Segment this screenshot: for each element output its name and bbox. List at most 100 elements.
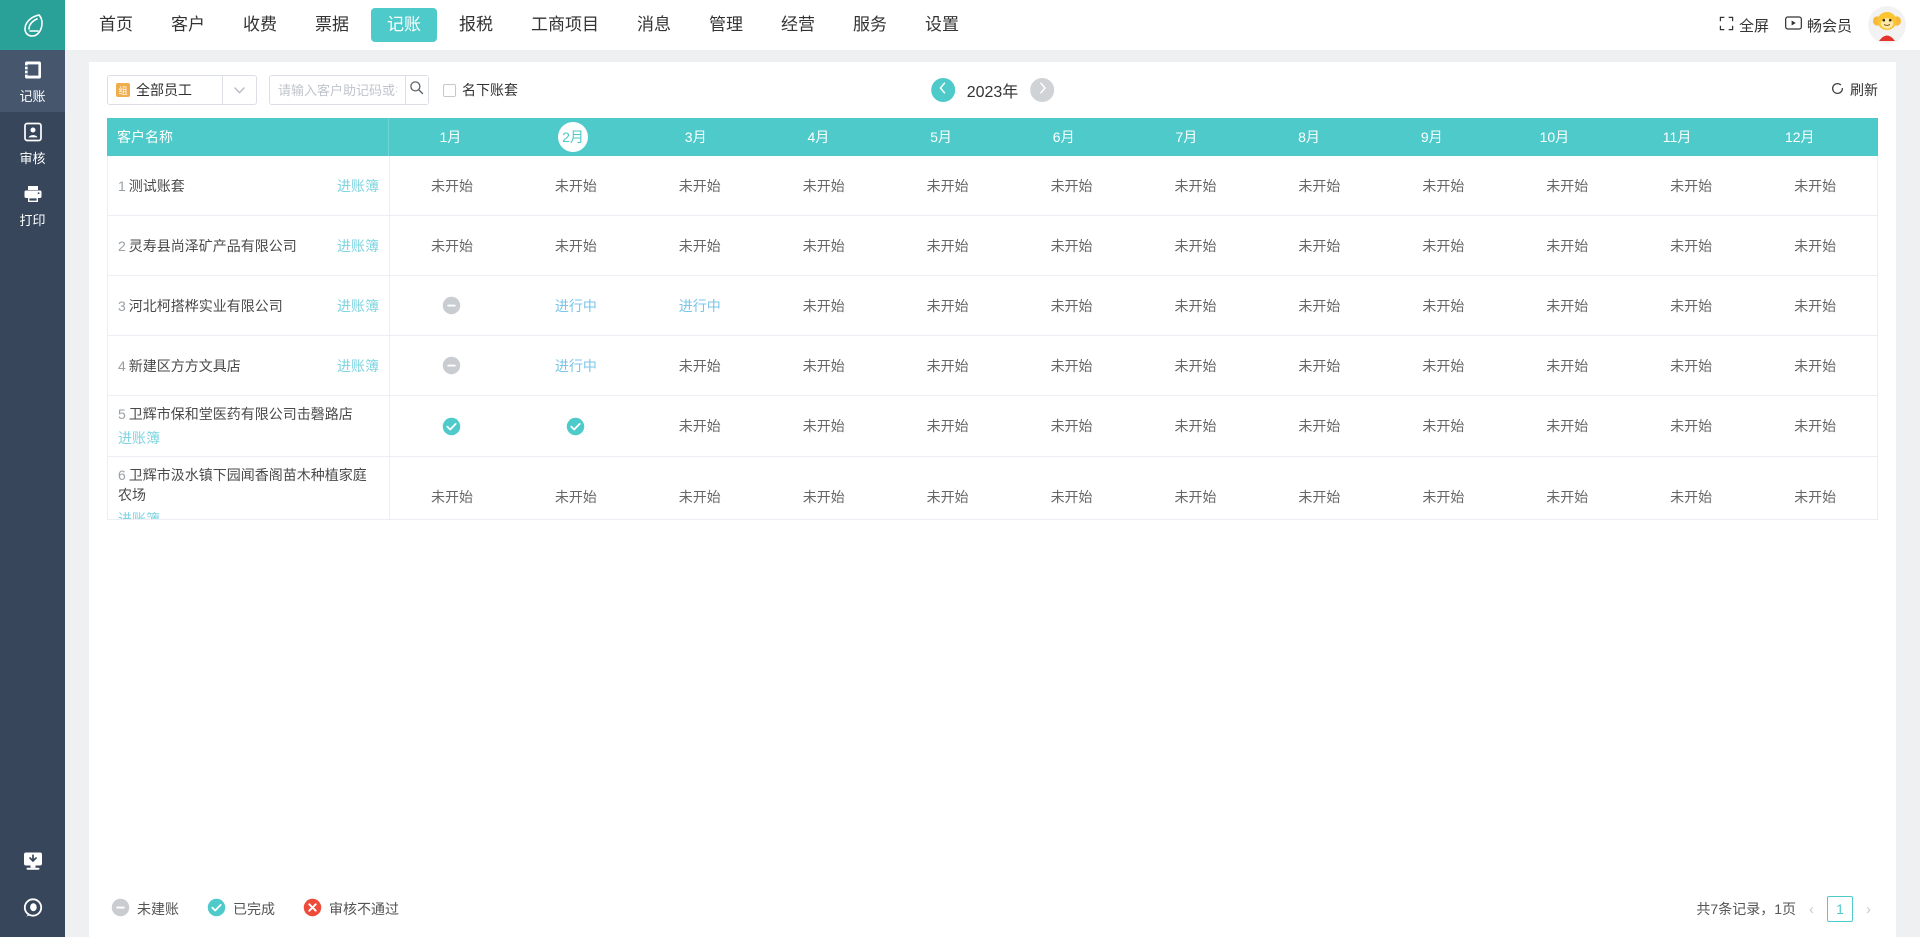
customer-name-label: 5 卫辉市保和堂医药有限公司击磬路店 [118,406,353,422]
nav-item-invoices[interactable]: 票据 [315,15,349,34]
main-navigation: 首页 客户 收费 票据 记账 报税 工商项目 消息 管理 经营 服务 设置 [65,0,975,50]
checkbox-box [443,83,456,97]
nav-item-business-projects[interactable]: 工商项目 [531,15,599,34]
chevron-down-icon[interactable] [222,76,256,104]
cell-month-4-status: 未开始 [802,418,845,434]
column-header-month-8[interactable]: 8月 [1298,129,1320,145]
enter-ledger-link[interactable]: 进账簿 [337,237,379,254]
nav-item-management[interactable]: 管理 [709,15,743,34]
avatar[interactable] [1868,6,1906,44]
table-row: 1 测试账套 进账簿 未开始 未开始 未开始 未开始 未开始 未开始 未开始 未开始 未开始 未开始 未开… [108,156,1877,216]
cell-month-2-status[interactable]: 进行中 [554,297,597,314]
fullscreen-button[interactable]: 全屏 [1719,15,1769,36]
column-header-month-3[interactable]: 3月 [684,129,707,145]
chevron-left-icon [938,81,947,99]
column-header-month-4[interactable]: 4月 [807,129,830,145]
pagination-prev[interactable]: ‹ [1809,900,1814,918]
row-index: 1 [118,177,126,194]
cell-month-11-status: 未开始 [1670,489,1713,505]
column-header-month-6[interactable]: 6月 [1052,129,1075,145]
body-row: 记账 审核 [0,50,1920,937]
nav-item-home[interactable]: 首页 [99,15,133,34]
cell-month-3-status: 未开始 [678,237,721,254]
nav-item-fees[interactable]: 收费 [243,15,277,34]
table-scroll-area[interactable]: 1 测试账套 进账簿 未开始 未开始 未开始 未开始 未开始 未开始 未开始 未开始 未开始 未开始 未开… [108,156,1877,519]
cell-month-5-status: 未开始 [926,418,969,434]
cell-month-6-status: 未开始 [1050,489,1093,505]
search-box [269,75,429,105]
row-index: 4 [118,357,126,374]
column-header-month-2[interactable]: 2月 [512,118,635,156]
nav-item-operations[interactable]: 经营 [781,15,815,34]
search-icon [409,80,424,100]
own-ledger-checkbox-label: 名下账套 [462,82,518,98]
enter-ledger-link[interactable]: 进账簿 [118,430,160,446]
cell-month-7-status: 未开始 [1174,357,1217,374]
download-monitor-icon[interactable] [21,849,45,878]
nav-item-messages[interactable]: 消息 [637,15,671,34]
column-header-month-10[interactable]: 10月 [1539,129,1570,145]
status-legend: 未建账 已完成 [111,898,399,920]
year-navigator: 2023年 [930,78,1055,102]
sidebar-item-review[interactable]: 审核 [0,112,65,174]
next-year-button[interactable] [1030,78,1055,102]
column-header-month-7[interactable]: 7月 [1175,129,1198,145]
cell-month-8-status: 未开始 [1298,357,1341,374]
cell-month-6-status: 未开始 [1050,297,1093,314]
pagination-page-1[interactable]: 1 [1827,896,1853,922]
cell-month-2-status[interactable] [514,396,638,456]
customer-name-label: 6 卫辉市汲水镇下园闻香阁苗木种植家庭农场 [118,467,367,503]
group-icon: 组 [116,83,130,97]
headset-support-icon[interactable] [21,896,45,925]
cell-customer-name: 3 河北柯搭桦实业有限公司 进账簿 [108,276,390,335]
cell-month-1-status[interactable] [390,336,514,395]
enter-ledger-link[interactable]: 进账簿 [118,511,160,519]
cell-month-3-status: 未开始 [678,489,721,505]
enter-ledger-link[interactable]: 进账簿 [337,177,379,194]
enter-ledger-link[interactable]: 进账簿 [337,357,379,374]
fullscreen-icon [1719,16,1734,35]
sidebar-item-print[interactable]: 打印 [0,174,65,236]
search-input[interactable] [270,76,405,104]
column-header-month-5[interactable]: 5月 [930,129,952,145]
cell-month-1-status: 未开始 [430,177,473,194]
app-logo[interactable] [0,0,65,50]
member-button[interactable]: 畅会员 [1785,15,1852,36]
nav-item-services[interactable]: 服务 [853,15,887,34]
top-right-actions: 全屏 畅会员 [1719,0,1920,50]
table-row: 3 河北柯搭桦实业有限公司 进账簿 进行中 进行中 未开始 未开始 未开始 未开始 未开始 未开始 未… [108,276,1877,336]
cell-month-1-status[interactable] [390,396,514,456]
customer-name-label: 1 测试账套 [118,177,185,194]
row-index: 3 [118,297,126,314]
nav-item-tax[interactable]: 报税 [459,15,493,34]
refresh-button[interactable]: 刷新 [1830,80,1878,100]
cell-month-10-status: 未开始 [1546,418,1589,434]
legend-not-created-label: 未建账 [137,901,179,917]
nav-item-bookkeeping[interactable]: 记账 [371,8,437,42]
cell-customer-name: 2 灵寿县尚泽矿产品有限公司 进账簿 [108,216,390,275]
cell-month-8-status: 未开始 [1298,297,1341,314]
column-header-month-1[interactable]: 1月 [439,129,462,145]
enter-ledger-link[interactable]: 进账簿 [337,297,379,314]
employee-filter-select[interactable]: 组 全部员工 [107,75,257,105]
cell-month-5-status: 未开始 [926,489,969,505]
nav-item-settings[interactable]: 设置 [925,15,959,34]
header-scrollbar-spacer [1861,118,1878,156]
cell-month-7-status: 未开始 [1174,418,1217,434]
column-header-month-12[interactable]: 12月 [1784,129,1815,145]
column-header-month-11[interactable]: 11月 [1662,129,1692,145]
prev-year-button[interactable] [930,78,955,102]
cell-month-2-status[interactable]: 进行中 [554,357,597,374]
pagination-next[interactable]: › [1866,900,1871,918]
search-button[interactable] [404,76,428,104]
column-header-month-9[interactable]: 9月 [1420,129,1443,145]
cell-month-3-status[interactable]: 进行中 [678,297,721,314]
cell-month-1-status: 未开始 [430,489,473,505]
cell-month-1-status[interactable] [390,276,514,335]
legend-not-created: 未建账 [111,898,179,920]
sidebar-bottom-actions [0,849,65,937]
own-ledger-checkbox[interactable]: 名下账套 [443,80,518,100]
sidebar-item-bookkeeping[interactable]: 记账 [0,50,65,112]
nav-item-customers[interactable]: 客户 [171,15,205,34]
cell-month-11-status: 未开始 [1670,297,1713,314]
